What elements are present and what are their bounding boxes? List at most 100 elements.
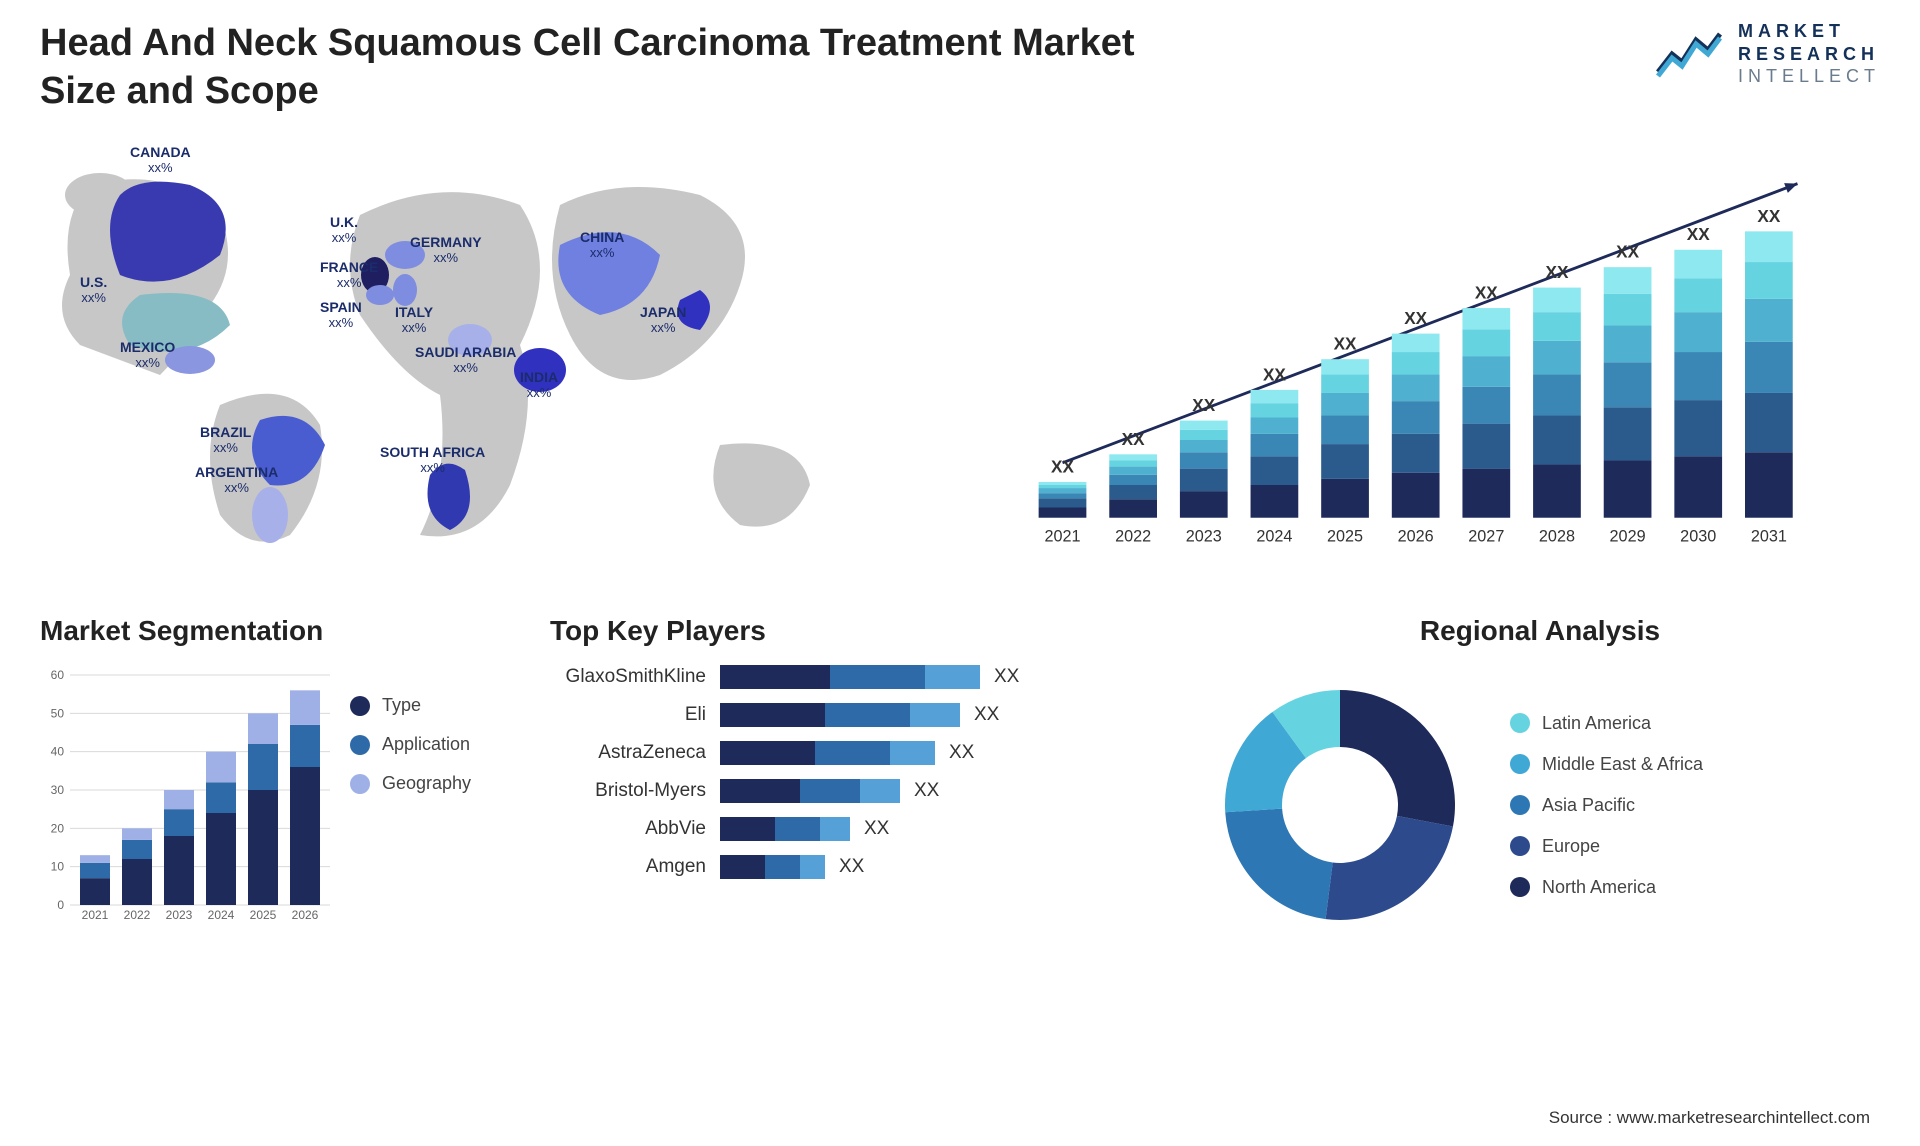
regional-legend-label: Europe: [1542, 836, 1600, 857]
logo-line3: INTELLECT: [1738, 65, 1880, 88]
regional-legend-label: North America: [1542, 877, 1656, 898]
player-row: AmgenXX: [550, 855, 1170, 879]
swatch-icon: [350, 696, 370, 716]
player-name: GlaxoSmithKline: [550, 666, 720, 688]
player-bar: [720, 817, 850, 841]
map-label-value: xx%: [224, 480, 249, 495]
map-label-value: xx%: [434, 250, 459, 265]
forecast-bar-label: XX: [1757, 206, 1780, 226]
player-name: Amgen: [550, 856, 720, 878]
player-bar: [720, 665, 980, 689]
seg-xlabel: 2026: [292, 908, 319, 922]
player-value: XX: [914, 780, 939, 802]
seg-ytick: 40: [51, 745, 65, 759]
map-label: CHINAxx%: [580, 230, 624, 261]
seg-ytick: 60: [51, 668, 65, 682]
player-bar-seg: [890, 741, 935, 765]
player-bar-seg: [860, 779, 900, 803]
map-label: CANADAxx%: [130, 145, 191, 176]
player-bar-seg: [800, 855, 825, 879]
top-row: CANADAxx%U.S.xx%MEXICOxx%BRAZILxx%ARGENT…: [40, 145, 1880, 565]
player-value: XX: [994, 666, 1019, 688]
seg-xlabel: 2023: [166, 908, 193, 922]
logo-icon: [1654, 28, 1724, 80]
player-row: Bristol-MyersXX: [550, 779, 1170, 803]
map-label-value: xx%: [337, 275, 362, 290]
player-row: AbbVieXX: [550, 817, 1170, 841]
seg-ytick: 10: [51, 860, 65, 874]
player-bar-seg: [765, 855, 800, 879]
regional-legend-label: Latin America: [1542, 713, 1651, 734]
seg-legend-label: Application: [382, 734, 470, 755]
map-label-name: MEXICO: [120, 339, 175, 355]
forecast-year-label: 2031: [1751, 528, 1787, 546]
forecast-chart: XX2021XX2022XX2023XX2024XX2025XX2026XX20…: [980, 145, 1880, 565]
player-bar-seg: [720, 665, 830, 689]
player-bar: [720, 855, 825, 879]
map-label-name: CHINA: [580, 229, 624, 245]
seg-xlabel: 2025: [250, 908, 277, 922]
logo-line1: MARKET: [1738, 20, 1880, 43]
logo: MARKET RESEARCH INTELLECT: [1654, 20, 1880, 88]
player-value: XX: [864, 818, 889, 840]
player-bar-seg: [830, 665, 925, 689]
map-label: BRAZILxx%: [200, 425, 251, 456]
map-label-value: xx%: [81, 290, 106, 305]
player-bar-seg: [775, 817, 820, 841]
player-bar: [720, 703, 960, 727]
swatch-icon: [350, 735, 370, 755]
forecast-bar-label: XX: [1616, 242, 1639, 262]
player-row: AstraZenecaXX: [550, 741, 1170, 765]
map-label-name: SOUTH AFRICA: [380, 444, 485, 460]
player-bar: [720, 779, 900, 803]
player-row: EliXX: [550, 703, 1170, 727]
map-label-name: JAPAN: [640, 304, 686, 320]
map-label-name: FRANCE: [320, 259, 378, 275]
player-bar-seg: [720, 779, 800, 803]
map-label-value: xx%: [148, 160, 173, 175]
swatch-icon: [1510, 754, 1530, 774]
player-bar-seg: [825, 703, 910, 727]
forecast-year-label: 2023: [1186, 528, 1222, 546]
map-label-name: SPAIN: [320, 299, 362, 315]
swatch-icon: [1510, 836, 1530, 856]
map-label-name: CANADA: [130, 144, 191, 160]
regional-panel: Regional Analysis Latin AmericaMiddle Ea…: [1200, 615, 1880, 945]
players-panel: Top Key Players GlaxoSmithKlineXXEliXXAs…: [550, 615, 1170, 945]
regional-donut: [1200, 665, 1480, 945]
player-bar-seg: [720, 703, 825, 727]
map-label-name: SAUDI ARABIA: [415, 344, 516, 360]
seg-xlabel: 2024: [208, 908, 235, 922]
player-bar-seg: [910, 703, 960, 727]
regional-legend-item: Asia Pacific: [1510, 795, 1703, 816]
map-label-name: INDIA: [520, 369, 558, 385]
map-label-value: xx%: [651, 320, 676, 335]
forecast-year-label: 2029: [1610, 528, 1646, 546]
forecast-bar-label: XX: [1475, 283, 1498, 303]
map-label-name: ARGENTINA: [195, 464, 278, 480]
map-label: ARGENTINAxx%: [195, 465, 278, 496]
segmentation-chart: 0102030405060202120222023202420252026: [40, 665, 330, 925]
map-label: ITALYxx%: [395, 305, 433, 336]
regional-legend-item: North America: [1510, 877, 1703, 898]
world-map: CANADAxx%U.S.xx%MEXICOxx%BRAZILxx%ARGENT…: [40, 145, 940, 565]
player-bar-seg: [820, 817, 850, 841]
regional-legend-item: Middle East & Africa: [1510, 754, 1703, 775]
map-label-name: U.K.: [330, 214, 358, 230]
seg-legend-item: Geography: [350, 773, 471, 794]
map-label-value: xx%: [590, 245, 615, 260]
header: Head And Neck Squamous Cell Carcinoma Tr…: [40, 20, 1880, 115]
player-value: XX: [974, 704, 999, 726]
forecast-year-label: 2027: [1468, 528, 1504, 546]
seg-xlabel: 2021: [82, 908, 109, 922]
map-label-name: U.S.: [80, 274, 107, 290]
source-text: Source : www.marketresearchintellect.com: [1549, 1108, 1870, 1128]
map-label: SOUTH AFRICAxx%: [380, 445, 485, 476]
segmentation-panel: Market Segmentation 01020304050602021202…: [40, 615, 520, 945]
forecast-year-label: 2025: [1327, 528, 1363, 546]
map-label-value: xx%: [213, 440, 238, 455]
seg-legend-label: Geography: [382, 773, 471, 794]
map-label-name: BRAZIL: [200, 424, 251, 440]
player-bar-seg: [925, 665, 980, 689]
logo-text: MARKET RESEARCH INTELLECT: [1738, 20, 1880, 88]
